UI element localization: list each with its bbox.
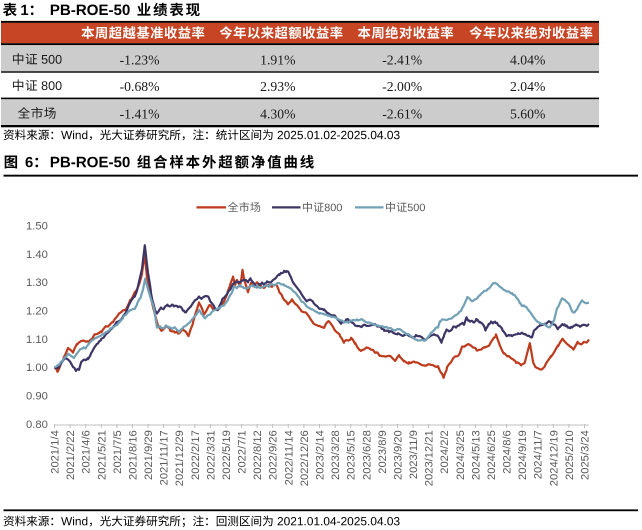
svg-text:2024/2/2: 2024/2/2 — [439, 430, 451, 474]
svg-text:2023/3/28: 2023/3/28 — [330, 430, 342, 480]
svg-text:5.60%: 5.60% — [510, 107, 545, 122]
svg-text:1.91%: 1.91% — [260, 53, 295, 68]
svg-text:2025/2/10: 2025/2/10 — [564, 430, 576, 480]
svg-text:2022/11/14: 2022/11/14 — [283, 430, 295, 485]
svg-text:2022/5/19: 2022/5/19 — [221, 430, 233, 480]
svg-text:2022/12/26: 2022/12/26 — [299, 430, 311, 486]
svg-text:4.04%: 4.04% — [510, 53, 545, 68]
svg-text:2023/5/15: 2023/5/15 — [346, 430, 358, 480]
svg-text:2025/3/24: 2025/3/24 — [580, 430, 592, 480]
svg-text:2022/8/12: 2022/8/12 — [252, 430, 264, 480]
svg-text:2024/9/19: 2024/9/19 — [517, 430, 529, 480]
svg-text:2021/9/29: 2021/9/29 — [143, 430, 155, 480]
svg-text:-2.41%: -2.41% — [382, 53, 422, 68]
svg-text:1.30: 1.30 — [26, 277, 48, 289]
svg-text:1.40: 1.40 — [26, 249, 48, 261]
svg-text:2021/7/5: 2021/7/5 — [112, 430, 124, 474]
svg-text:2023/9/20: 2023/9/20 — [392, 430, 404, 480]
svg-text:2024/11/7: 2024/11/7 — [533, 430, 545, 479]
svg-text:2022/9/26: 2022/9/26 — [268, 430, 280, 480]
svg-text:2023/6/28: 2023/6/28 — [361, 430, 373, 480]
svg-text:-2.00%: -2.00% — [382, 79, 422, 94]
svg-text:4.30%: 4.30% — [260, 107, 295, 122]
svg-text:2023/12/21: 2023/12/21 — [424, 430, 436, 486]
svg-text:2022/7/1: 2022/7/1 — [237, 430, 249, 474]
svg-text:2023/11/9: 2023/11/9 — [408, 430, 420, 479]
svg-text:2021/5/21: 2021/5/21 — [96, 430, 108, 480]
svg-text:2024/5/13: 2024/5/13 — [470, 430, 482, 480]
svg-text:2024/12/19: 2024/12/19 — [548, 430, 560, 486]
svg-text:-1.23%: -1.23% — [120, 53, 160, 68]
svg-text:0.80: 0.80 — [26, 419, 48, 431]
svg-text:2021/12/29: 2021/12/29 — [174, 430, 186, 486]
svg-text:2021/1/4: 2021/1/4 — [50, 430, 62, 474]
svg-text:2021/8/16: 2021/8/16 — [127, 430, 139, 480]
svg-text:2022/2/17: 2022/2/17 — [190, 430, 202, 480]
svg-text:2021/2/22: 2021/2/22 — [65, 430, 77, 480]
svg-text:1.20: 1.20 — [26, 306, 48, 318]
svg-text:2024/6/25: 2024/6/25 — [486, 430, 498, 480]
svg-text:1.10: 1.10 — [26, 334, 48, 346]
svg-text:2024/3/25: 2024/3/25 — [455, 430, 467, 480]
svg-text:2023/2/14: 2023/2/14 — [315, 430, 327, 480]
svg-text:2023/8/9: 2023/8/9 — [377, 430, 389, 474]
svg-text:0.90: 0.90 — [26, 391, 48, 403]
svg-text:2022/3/31: 2022/3/31 — [205, 430, 217, 480]
svg-text:2021/4/6: 2021/4/6 — [81, 430, 93, 474]
svg-text:2024/8/6: 2024/8/6 — [502, 430, 514, 474]
svg-text:1.00: 1.00 — [26, 362, 48, 374]
svg-text:1.50: 1.50 — [26, 221, 48, 233]
svg-text:2021/11/17: 2021/11/17 — [159, 430, 171, 485]
svg-text:-0.68%: -0.68% — [120, 79, 160, 94]
svg-text:2.93%: 2.93% — [260, 79, 295, 94]
svg-text:-1.41%: -1.41% — [120, 107, 160, 122]
svg-text:-2.61%: -2.61% — [382, 107, 422, 122]
svg-text:2.04%: 2.04% — [510, 79, 545, 94]
